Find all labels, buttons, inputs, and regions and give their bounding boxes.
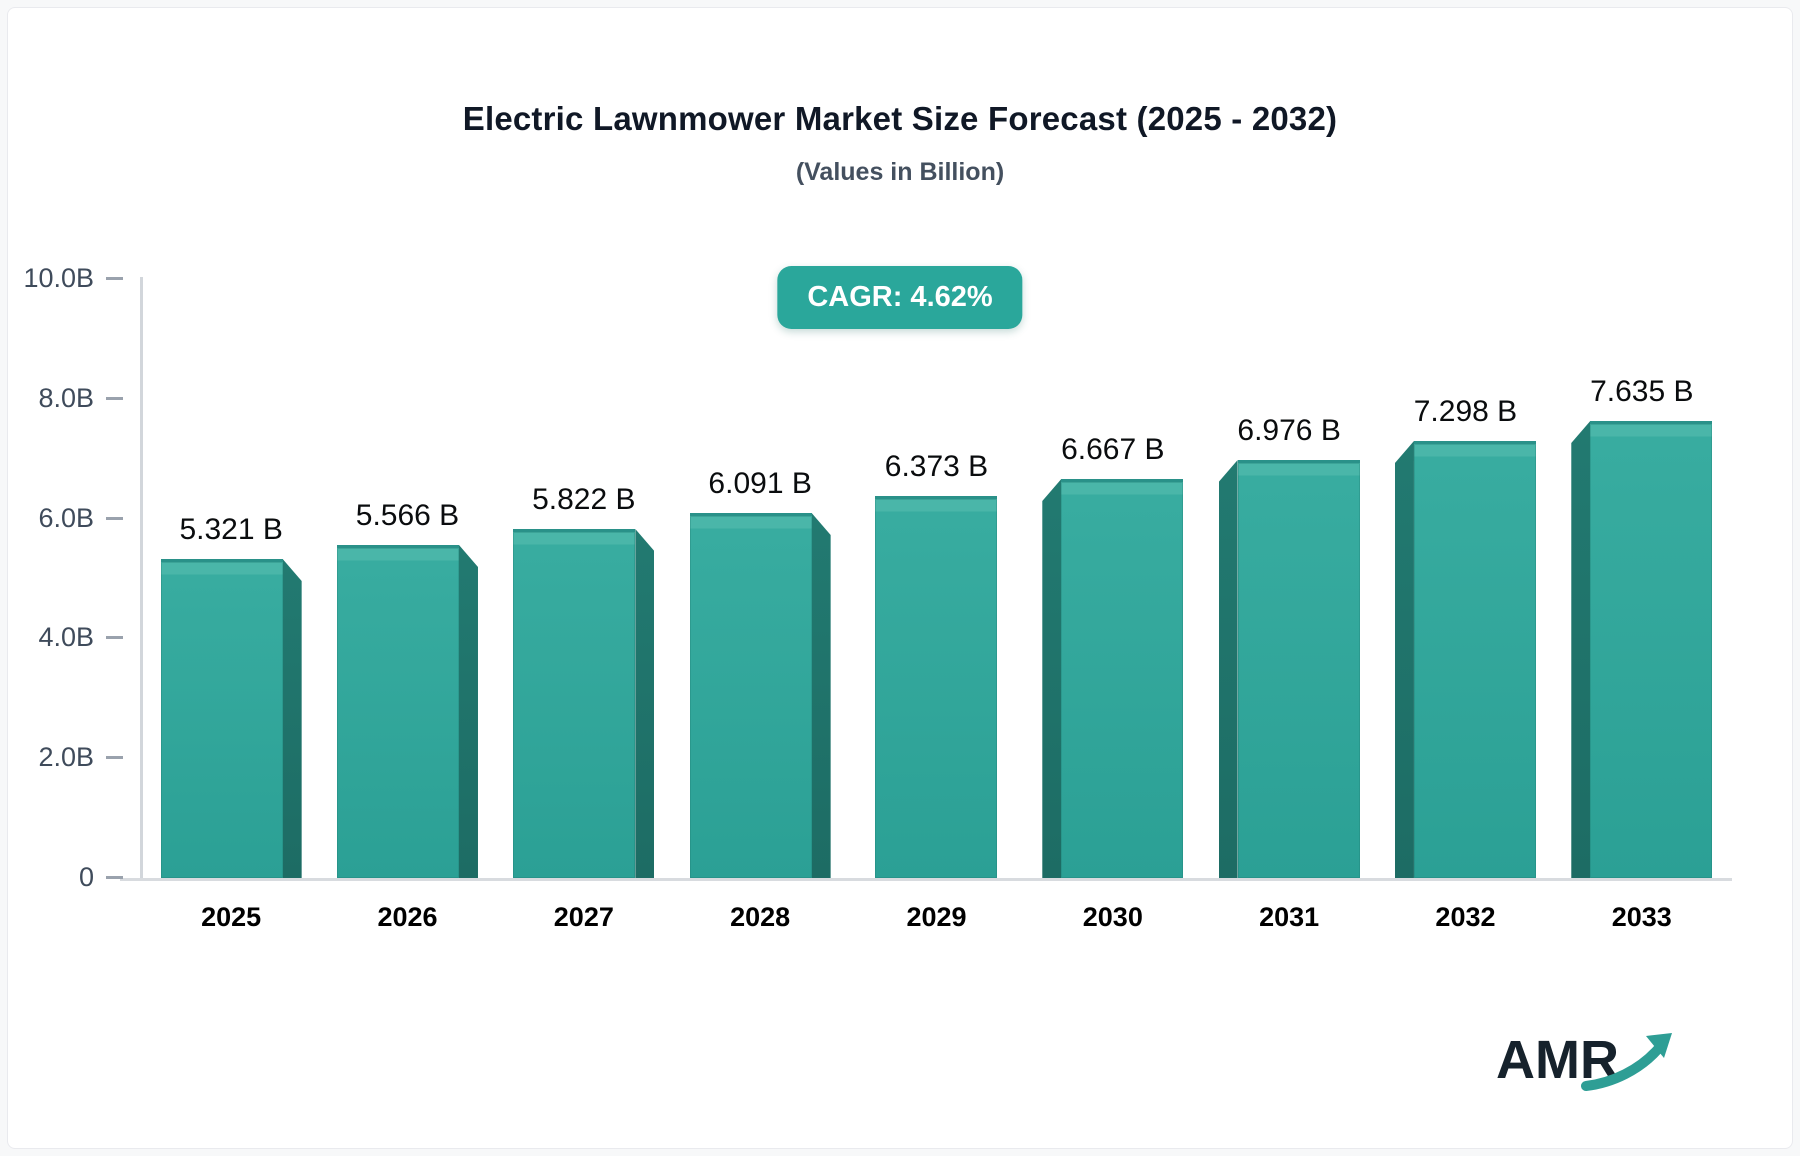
bar-2027: 5.822 B bbox=[513, 483, 655, 878]
bar-side-shadow bbox=[1571, 421, 1591, 878]
bar-face-2029 bbox=[875, 496, 998, 878]
bar-series: 5.321 B 5.566 B 5.822 B 6.091 B 6.373 B 6.667… bbox=[143, 279, 1730, 878]
bar-face-2032 bbox=[1413, 441, 1536, 878]
bar-slot-2030: 6.667 B bbox=[1025, 279, 1201, 878]
bar-face-2033 bbox=[1590, 421, 1713, 878]
growth-arrow-icon bbox=[1581, 1033, 1672, 1091]
amr-logo: AMR bbox=[1496, 1030, 1672, 1091]
bar-2029: 6.373 B bbox=[875, 450, 998, 878]
bar-side-shadow bbox=[635, 529, 655, 878]
bar-face-2031 bbox=[1237, 460, 1360, 878]
y-tick-dash bbox=[106, 876, 123, 879]
x-label-2031: 2031 bbox=[1259, 902, 1320, 932]
y-tick-label: 0 bbox=[78, 862, 94, 892]
bar-value-label-2031: 6.976 B bbox=[1237, 414, 1341, 447]
bar-slot-2026: 5.566 B bbox=[319, 279, 495, 878]
bar-slot-2029: 6.373 B bbox=[848, 279, 1024, 878]
x-label-2028: 2028 bbox=[730, 902, 791, 932]
plot-area: 0 2.0B 4.0B 6.0B 8.0B 10.0B 5.321 B 5.566 B 5.8… bbox=[23, 263, 1732, 892]
bar-2030: 6.667 B bbox=[1042, 433, 1184, 878]
bar-value-label-2028: 6.091 B bbox=[708, 467, 812, 500]
bar-2026: 5.566 B bbox=[336, 499, 478, 878]
x-axis-line bbox=[120, 878, 1732, 881]
bar-2028: 6.091 B bbox=[689, 467, 831, 878]
x-label-2029: 2029 bbox=[906, 902, 967, 932]
x-label-2026: 2026 bbox=[377, 902, 438, 932]
chart-title: Electric Lawnmower Market Size Forecast … bbox=[462, 100, 1338, 137]
bar-value-label-2029: 6.373 B bbox=[884, 450, 989, 483]
bar-face-2026 bbox=[336, 545, 459, 878]
y-tick-dash bbox=[106, 396, 123, 400]
x-label-2033: 2033 bbox=[1611, 902, 1672, 932]
x-label-2025: 2025 bbox=[201, 902, 262, 932]
y-tick-dash bbox=[106, 277, 123, 280]
bar-value-label-2027: 5.822 B bbox=[532, 483, 636, 516]
bar-face-2027 bbox=[513, 529, 636, 878]
y-tick-dash bbox=[106, 756, 123, 760]
bar-slot-2028: 6.091 B bbox=[672, 279, 848, 878]
bar-side-shadow bbox=[458, 545, 478, 878]
bar-value-label-2025: 5.321 B bbox=[179, 513, 283, 546]
x-label-2030: 2030 bbox=[1082, 902, 1143, 932]
y-tick-label: 4.0B bbox=[38, 622, 94, 653]
bar-face-2030 bbox=[1061, 479, 1184, 878]
bar-slot-2032: 7.298 B bbox=[1377, 279, 1553, 878]
bar-slot-2031: 6.976 B bbox=[1201, 279, 1377, 878]
x-label-2032: 2032 bbox=[1435, 902, 1496, 932]
x-label-2027: 2027 bbox=[553, 902, 614, 932]
bar-side-shadow bbox=[282, 559, 302, 878]
y-tick-label: 10.0B bbox=[23, 263, 94, 293]
y-tick-label: 8.0B bbox=[38, 382, 94, 413]
bar-side-shadow bbox=[1394, 441, 1414, 878]
bar-side-shadow bbox=[811, 513, 831, 878]
bar-value-label-2026: 5.566 B bbox=[355, 499, 460, 532]
bar-face-2028 bbox=[689, 513, 812, 878]
bar-value-label-2032: 7.298 B bbox=[1413, 395, 1518, 428]
y-tick-label: 2.0B bbox=[38, 742, 94, 773]
bar-face-2025 bbox=[160, 559, 283, 878]
bar-side-shadow bbox=[1218, 460, 1238, 878]
bar-2033: 7.635 B bbox=[1571, 375, 1713, 878]
bar-slot-2027: 5.822 B bbox=[496, 279, 672, 878]
chart-card: Electric Lawnmower Market Size Forecast … bbox=[7, 7, 1793, 1149]
bar-value-label-2033: 7.635 B bbox=[1590, 375, 1694, 408]
bar-value-label-2030: 6.667 B bbox=[1061, 433, 1165, 466]
chart-subtitle: (Values in Billion) bbox=[795, 158, 1005, 186]
cagr-badge: CAGR: 4.62% bbox=[777, 266, 1023, 329]
bar-2032: 7.298 B bbox=[1394, 395, 1536, 878]
bar-slot-2033: 7.635 B bbox=[1554, 279, 1730, 878]
bar-slot-2025: 5.321 B bbox=[143, 279, 319, 878]
y-tick-label: 6.0B bbox=[38, 502, 94, 533]
bar-2025: 5.321 B bbox=[160, 513, 302, 878]
y-tick-dash bbox=[106, 516, 123, 520]
y-tick-dash bbox=[106, 636, 123, 640]
y-axis-line bbox=[140, 277, 143, 879]
bar-side-shadow bbox=[1042, 479, 1062, 878]
x-axis-labels: 2025 2026 2027 2028 2029 2030 2031 2032 2033 bbox=[143, 902, 1730, 942]
bar-2031: 6.976 B bbox=[1218, 414, 1360, 878]
